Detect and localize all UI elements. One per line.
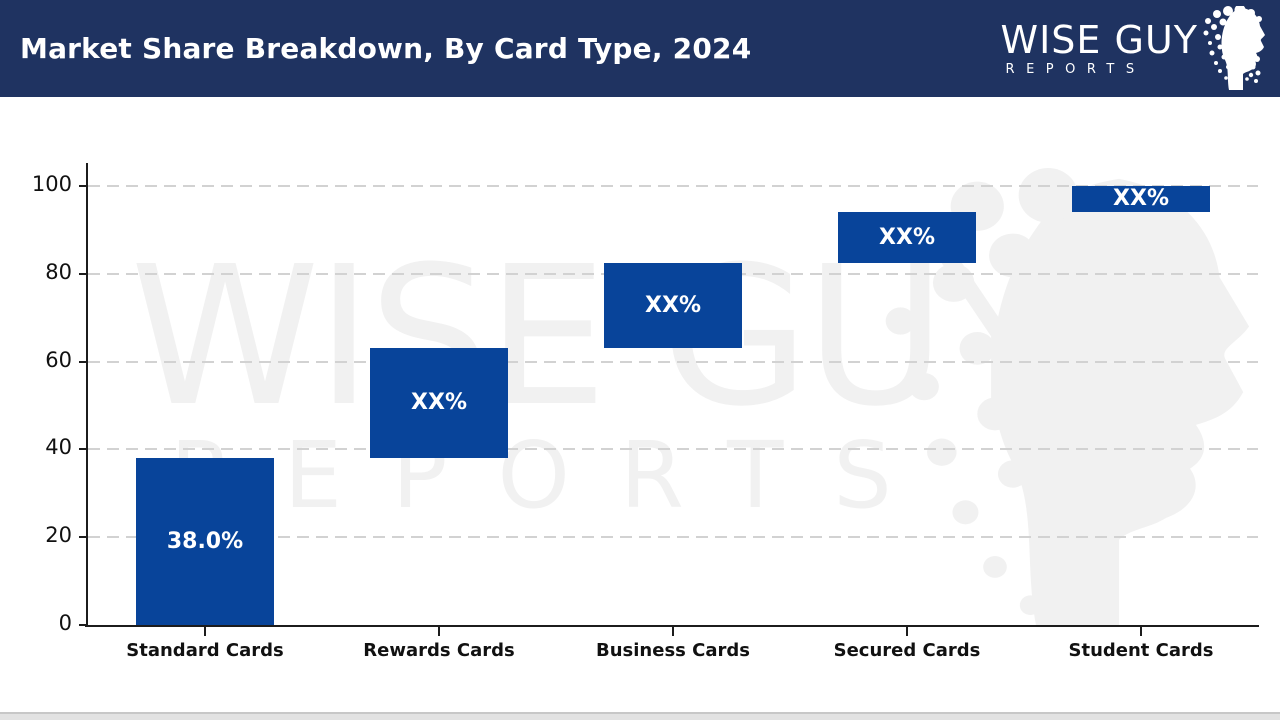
- y-gridline: [88, 185, 1258, 187]
- y-tick-mark: [79, 624, 87, 626]
- y-tick-label: 100: [31, 172, 72, 196]
- bar-segment: [604, 262, 742, 349]
- watermark-head-profile-dots-icon: [885, 168, 1250, 628]
- bar-segment: [136, 458, 274, 625]
- y-tick-label: 20: [45, 523, 72, 548]
- bar-value-label: XX%: [1113, 186, 1169, 212]
- x-tick-mark: [204, 627, 206, 636]
- x-category-label: Business Cards: [596, 640, 750, 661]
- y-tick-label: 40: [45, 435, 72, 460]
- y-tick-mark: [79, 185, 87, 187]
- bar-value-label: 38.0%: [166, 528, 244, 554]
- y-tick-mark: [79, 272, 87, 275]
- bar-segment: [370, 348, 508, 459]
- x-axis-line: [85, 625, 1259, 627]
- x-tick-mark: [438, 627, 440, 636]
- brand-subname: REPORTS: [1005, 61, 1146, 77]
- x-category-label: Student Cards: [1068, 640, 1214, 661]
- brand-logo: WISE GUY REPORTS: [1001, 5, 1266, 92]
- y-tick-mark: [79, 360, 87, 363]
- x-tick-mark: [906, 627, 908, 636]
- y-tick-label: 80: [45, 259, 72, 284]
- y-gridline: [88, 536, 1258, 539]
- x-category-label: Secured Cards: [833, 640, 981, 661]
- watermark-brand-subname: REPORTS: [170, 422, 942, 529]
- head-profile-dots-icon: [1203, 5, 1265, 90]
- y-gridline: [88, 360, 1258, 363]
- x-category-label: Standard Cards: [126, 640, 284, 661]
- y-tick-mark: [79, 536, 87, 539]
- header-bar: Market Share Breakdown, By Card Type, 20…: [0, 0, 1280, 97]
- y-gridline: [88, 448, 1258, 451]
- bar-value-label: XX%: [645, 292, 701, 318]
- x-category-label: Rewards Cards: [363, 640, 515, 661]
- bar-value-label: XX%: [411, 390, 467, 416]
- footer-strip: [0, 712, 1280, 720]
- page-title: Market Share Breakdown, By Card Type, 20…: [20, 32, 752, 65]
- y-tick-mark: [79, 448, 87, 451]
- bar-value-label: XX%: [879, 224, 935, 250]
- y-tick-label: 60: [45, 347, 72, 372]
- bar-segment: [838, 212, 976, 263]
- brand-name: WISE GUY: [1000, 17, 1198, 62]
- brand-logo-text: WISE GUY REPORTS: [1001, 21, 1198, 77]
- y-axis-line: [86, 163, 88, 627]
- bar-segment: [1072, 186, 1210, 213]
- x-tick-mark: [1140, 627, 1142, 636]
- x-tick-mark: [672, 627, 674, 636]
- y-tick-label: 0: [58, 611, 72, 635]
